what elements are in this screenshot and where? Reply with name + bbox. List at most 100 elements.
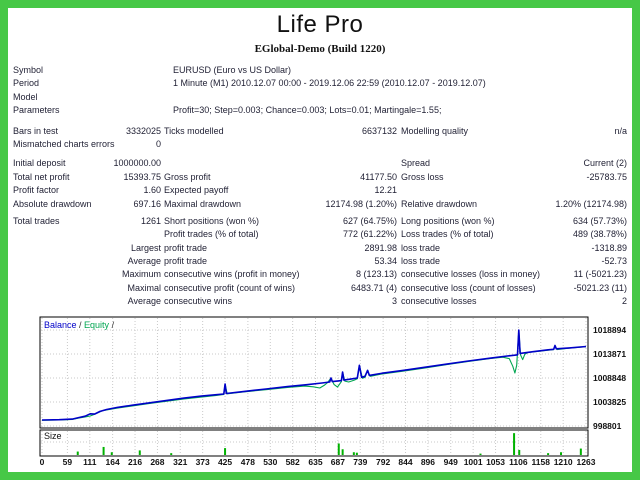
- table-row: Average profit trade 53.34 loss trade -52.73: [8, 255, 632, 268]
- report-label: loss trade: [401, 242, 441, 253]
- chart-svg: 0 59 111 164 216 268 321 373 425 478 530 582 635 687 7…: [39, 316, 626, 467]
- report-value: Profit=30; Step=0.003; Chance=0.003; Lot…: [173, 105, 442, 116]
- svg-text:59: 59: [63, 457, 73, 467]
- report-label: Spread: [401, 158, 431, 169]
- report-label: Relative drawdown: [401, 198, 478, 209]
- grid-lines: [41, 318, 587, 455]
- balance-line: [41, 329, 587, 421]
- svg-text:164: 164: [106, 457, 120, 467]
- svg-text:949: 949: [444, 457, 458, 467]
- report-label: Total net profit: [13, 171, 70, 182]
- svg-text:530: 530: [263, 457, 277, 467]
- svg-text:1158: 1158: [532, 457, 551, 467]
- report-label: consecutive loss (count of losses): [401, 282, 536, 293]
- report-label: Gross loss: [401, 171, 444, 182]
- report-value: 2: [621, 296, 627, 307]
- report-value: 11 (-5021.23): [573, 269, 627, 280]
- table-row: Initial deposit 1000000.00 Spread Current (…: [8, 157, 632, 170]
- svg-text:1106: 1106: [509, 457, 528, 467]
- svg-text:1013871: 1013871: [593, 349, 626, 359]
- report-value: 1.60: [143, 185, 161, 196]
- report-value: 1 Minute (M1) 2010.12.07 00:00 - 2019.12…: [173, 78, 486, 89]
- table-row: Mismatched charts errors 0: [8, 138, 632, 151]
- report-value: 634 (57.73%): [572, 215, 627, 226]
- svg-text:1053: 1053: [486, 457, 505, 467]
- svg-text:739: 739: [353, 457, 367, 467]
- report-value: 3: [391, 296, 397, 307]
- svg-text:844: 844: [398, 457, 412, 467]
- table-row: Period 1 Minute (M1) 2010.12.07 00:00 - 2…: [8, 77, 632, 90]
- chart-legend: Balance / Equity /: [44, 320, 115, 330]
- table-row: Maximal consecutive profit (count of wins…: [8, 282, 632, 295]
- svg-text:321: 321: [173, 457, 187, 467]
- report-value: 12.21: [374, 185, 397, 196]
- report-value: -52.73: [601, 256, 627, 267]
- report-label: profit trade: [164, 256, 208, 267]
- report-label: Expected payoff: [164, 185, 229, 196]
- report-label: consecutive wins: [164, 296, 233, 307]
- report-label: Absolute drawdown: [13, 198, 92, 209]
- report-label: Period: [13, 78, 40, 89]
- report-label: consecutive losses: [401, 296, 477, 307]
- svg-text:582: 582: [286, 457, 300, 467]
- svg-text:111: 111: [83, 457, 97, 467]
- table-row: Profit trades (% of total) 772 (61.22%) Lo…: [8, 228, 632, 241]
- report-label: Loss trades (% of total): [401, 229, 494, 240]
- svg-text:425: 425: [218, 457, 232, 467]
- report-value: 697.16: [133, 198, 161, 209]
- svg-text:1003825: 1003825: [593, 397, 626, 407]
- svg-text:478: 478: [241, 457, 255, 467]
- report-value: Maximal: [127, 282, 161, 293]
- report-label: loss trade: [401, 256, 441, 267]
- report-label: Long positions (won %): [401, 215, 495, 226]
- report-value: 12174.98 (1.20%): [325, 198, 397, 209]
- report-label: Total trades: [13, 215, 60, 226]
- report-label: Profit trades (% of total): [164, 229, 259, 240]
- svg-text:0: 0: [40, 457, 45, 467]
- table-row: Absolute drawdown 697.16 Maximal drawdown 1…: [8, 198, 632, 211]
- report-label: Mismatched charts errors: [13, 138, 115, 149]
- report-value: -25783.75: [586, 171, 627, 182]
- table-row: Total trades 1261 Short positions (won %) 6…: [8, 215, 632, 228]
- report-label: profit trade: [164, 242, 208, 253]
- report-value: Current (2): [583, 158, 627, 169]
- report-label: consecutive wins (profit in money): [164, 269, 300, 280]
- table-row: Symbol EURUSD (Euro vs US Dollar): [8, 64, 632, 77]
- report-value: 627 (64.75%): [342, 215, 397, 226]
- svg-text:635: 635: [308, 457, 322, 467]
- report-label: Gross profit: [164, 171, 211, 182]
- report-value: EURUSD (Euro vs US Dollar): [173, 65, 292, 75]
- server-build-subtitle: EGlobal-Demo (Build 1220): [254, 43, 386, 55]
- report-table: Symbol EURUSD (Euro vs US Dollar) Period 1 …: [8, 64, 632, 309]
- svg-text:1263: 1263: [577, 457, 596, 467]
- report-value: 6637132: [361, 125, 397, 136]
- table-row: Total net profit 15393.75 Gross profit 4117…: [8, 171, 632, 184]
- report-label: Maximal drawdown: [164, 198, 242, 209]
- report-label: Model: [13, 91, 38, 102]
- balance-equity-chart: 0 59 111 164 216 268 321 373 425 478 530 582 635 687 7…: [8, 305, 632, 471]
- svg-text:373: 373: [196, 457, 210, 467]
- report-label: Initial deposit: [13, 158, 66, 169]
- report-value: n/a: [614, 125, 627, 136]
- report-label: consecutive losses (loss in money): [401, 269, 541, 280]
- report-header: Life Pro EGlobal-Demo (Build 1220): [8, 10, 632, 56]
- report-label: consecutive profit (count of wins): [164, 282, 296, 293]
- svg-text:896: 896: [421, 457, 435, 467]
- report-label: Profit factor: [13, 185, 60, 196]
- y-axis-labels: 1018894 1013871 1008848 1003825 998801: [593, 325, 626, 431]
- report-value: Largest: [130, 242, 161, 253]
- report-value: 15393.75: [123, 171, 161, 182]
- report-page: Life Pro EGlobal-Demo (Build 1220) Symbo…: [8, 8, 632, 472]
- svg-text:216: 216: [128, 457, 142, 467]
- report-value: 772 (61.22%): [342, 229, 397, 240]
- report-label: Modelling quality: [401, 125, 469, 136]
- table-row: Parameters Profit=30; Step=0.003; Chance=…: [8, 104, 632, 117]
- report-label: Parameters: [13, 105, 60, 116]
- report-label: Symbol: [13, 65, 44, 75]
- report-title: Life Pro: [276, 11, 364, 38]
- size-panel-border: [39, 429, 589, 457]
- report-value: -1318.89: [591, 242, 627, 253]
- svg-text:268: 268: [150, 457, 164, 467]
- svg-text:792: 792: [376, 457, 390, 467]
- table-row: Average consecutive wins 3 consecutive loss…: [8, 295, 632, 308]
